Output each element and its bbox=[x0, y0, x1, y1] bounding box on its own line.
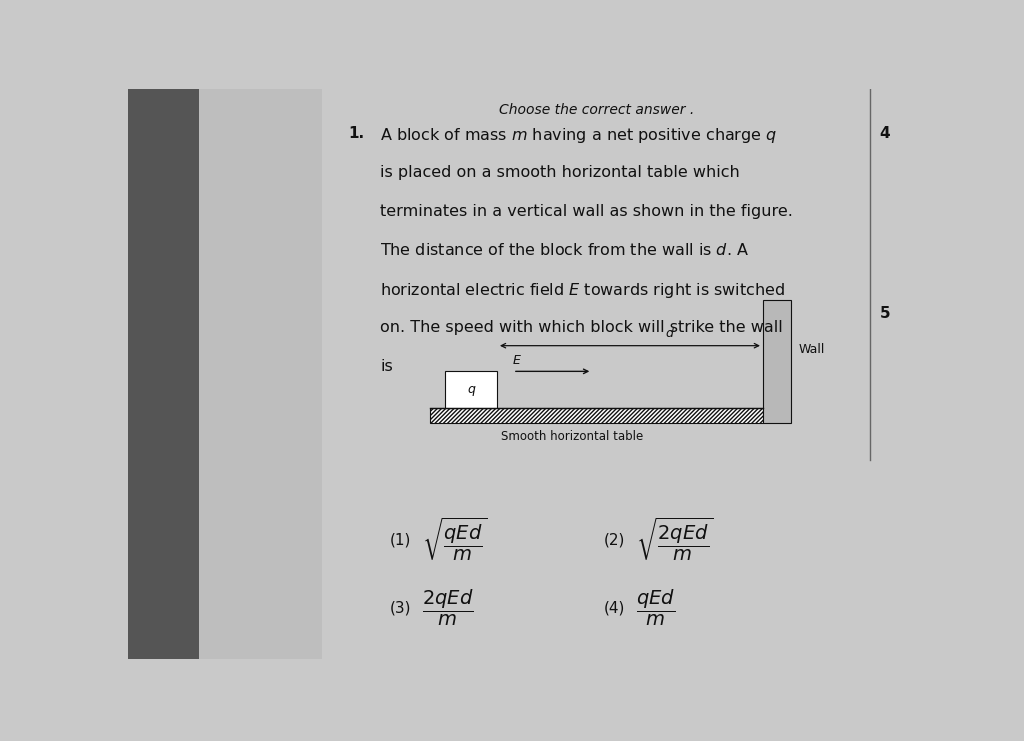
Text: horizontal electric field $E$ towards right is switched: horizontal electric field $E$ towards ri… bbox=[380, 281, 785, 300]
Text: 4: 4 bbox=[880, 126, 890, 141]
Text: q: q bbox=[467, 383, 475, 396]
Bar bbox=[430, 408, 763, 422]
Text: on. The speed with which block will strike the wall: on. The speed with which block will stri… bbox=[380, 320, 783, 335]
Text: $\dfrac{2qEd}{m}$: $\dfrac{2qEd}{m}$ bbox=[422, 588, 473, 628]
Text: (2): (2) bbox=[604, 532, 626, 547]
Text: E: E bbox=[513, 353, 521, 367]
Bar bbox=[128, 89, 200, 659]
Text: (1): (1) bbox=[390, 532, 412, 547]
Text: Choose the correct answer .: Choose the correct answer . bbox=[499, 103, 694, 117]
Text: Smooth horizontal table: Smooth horizontal table bbox=[502, 430, 643, 442]
Text: is: is bbox=[380, 359, 393, 373]
Bar bbox=[200, 89, 323, 659]
Text: A block of mass $m$ having a net positive charge $q$: A block of mass $m$ having a net positiv… bbox=[380, 126, 777, 145]
Bar bbox=[445, 371, 497, 408]
Text: terminates in a vertical wall as shown in the figure.: terminates in a vertical wall as shown i… bbox=[380, 204, 794, 219]
Bar bbox=[763, 300, 791, 422]
Text: d: d bbox=[666, 327, 674, 340]
Text: $\sqrt{\dfrac{qEd}{m}}$: $\sqrt{\dfrac{qEd}{m}}$ bbox=[422, 516, 487, 563]
Text: 1.: 1. bbox=[348, 126, 365, 141]
Text: 5: 5 bbox=[880, 306, 890, 321]
Text: $\sqrt{\dfrac{2qEd}{m}}$: $\sqrt{\dfrac{2qEd}{m}}$ bbox=[636, 516, 714, 563]
Text: Wall: Wall bbox=[799, 344, 825, 356]
Text: (3): (3) bbox=[390, 601, 412, 616]
Text: is placed on a smooth horizontal table which: is placed on a smooth horizontal table w… bbox=[380, 165, 740, 180]
Text: The distance of the block from the wall is $d$. A: The distance of the block from the wall … bbox=[380, 242, 750, 259]
Text: (4): (4) bbox=[604, 601, 626, 616]
Text: $\dfrac{qEd}{m}$: $\dfrac{qEd}{m}$ bbox=[636, 588, 675, 628]
